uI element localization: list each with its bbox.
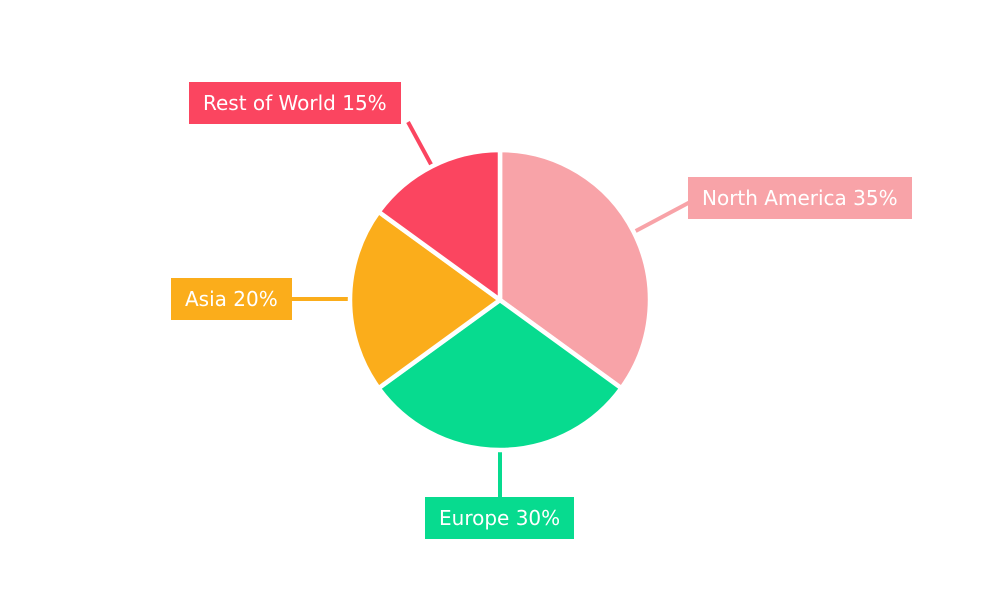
slice-label-north-america: North America 35% <box>688 177 912 219</box>
pie-slice-europe[interactable] <box>375 297 625 453</box>
slice-label-rest-of-world: Rest of World 15% <box>189 82 401 124</box>
slice-label-asia: Asia 20% <box>171 278 292 320</box>
leader-line-rest-of-world <box>406 121 435 169</box>
pie-slice-rest-of-world[interactable] <box>375 147 503 305</box>
pie-slice-asia[interactable] <box>347 208 504 392</box>
leader-line-north-america <box>631 199 693 235</box>
pie-slice-north-america[interactable] <box>497 147 653 392</box>
slice-label-europe: Europe 30% <box>425 497 575 539</box>
